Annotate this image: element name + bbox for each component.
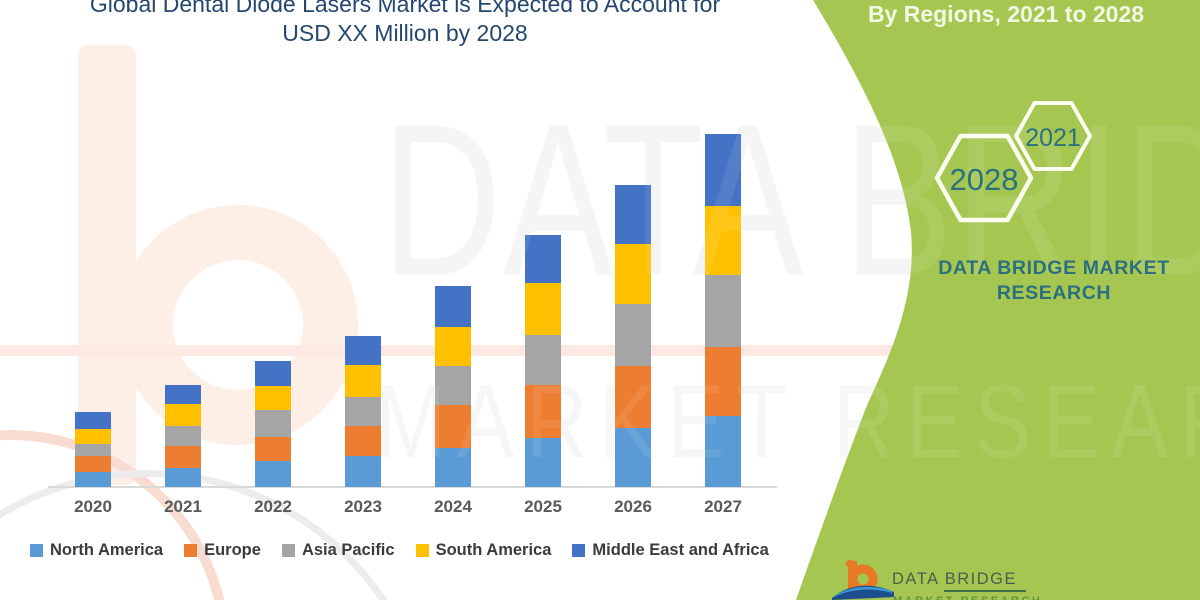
bar-segment-south-america	[165, 404, 201, 426]
legend-item-asia-pacific: Asia Pacific	[281, 541, 395, 560]
bar-2022	[255, 361, 291, 487]
panel-brand: DATA BRIDGE MARKET RESEARCH	[938, 256, 1170, 306]
chart-title-line2: USD XX Million by 2028	[282, 20, 528, 46]
bar-segment-south-america	[525, 283, 561, 335]
legend-swatch-icon	[184, 544, 198, 557]
bar-segment-north-america	[435, 448, 471, 487]
legend-label: Europe	[204, 541, 261, 559]
bar-2021	[165, 385, 201, 487]
watermark-ghost-line1: DATA BRIDGE	[382, 78, 1200, 321]
bar-2025	[525, 235, 561, 487]
bar-segment-north-america	[255, 461, 291, 487]
bar-segment-asia-pacific	[345, 397, 381, 426]
bar-segment-europe	[165, 446, 201, 468]
x-axis-label-2027: 2027	[704, 497, 742, 516]
legend-item-europe: Europe	[184, 541, 261, 560]
legend-item-north-america: North America	[30, 541, 163, 560]
bar-segment-asia-pacific	[255, 410, 291, 437]
panel-brand-line1: DATA BRIDGE MARKET	[938, 257, 1170, 279]
bar-segment-south-america	[615, 244, 651, 304]
x-axis-label-2025: 2025	[524, 497, 562, 516]
bar-segment-south-america	[435, 327, 471, 366]
x-axis-label-2022: 2022	[254, 497, 292, 516]
bar-segment-middle-east-and-africa	[345, 336, 381, 365]
legend-label: North America	[50, 541, 164, 559]
bar-segment-middle-east-and-africa	[705, 134, 741, 206]
hexagon-2021	[1014, 101, 1092, 171]
bar-segment-middle-east-and-africa	[255, 361, 291, 386]
x-axis-label-2024: 2024	[434, 497, 472, 516]
hexagon-2021-label: 2021	[1025, 124, 1081, 152]
footer-brand-underline	[944, 590, 1026, 592]
watermark-ghost-line2: MARKET RESEARCH	[375, 364, 1200, 480]
bar-segment-middle-east-and-africa	[165, 385, 201, 404]
bar-2026	[615, 185, 651, 487]
hexagon-2028	[934, 133, 1034, 223]
green-panel-shape	[796, 0, 1200, 600]
bar-segment-north-america	[615, 428, 651, 487]
bar-segment-europe	[435, 405, 471, 448]
legend-swatch-icon	[30, 544, 43, 557]
hexagon-2028-label: 2028	[950, 162, 1019, 197]
legend-label: Middle East and Africa	[592, 541, 769, 559]
bar-segment-middle-east-and-africa	[435, 286, 471, 327]
bar-segment-europe	[705, 347, 741, 416]
x-axis-label-2021: 2021	[164, 497, 202, 516]
chart-legend: North America Europe Asia Pacific South Ame…	[30, 541, 769, 560]
bar-segment-north-america	[75, 472, 111, 487]
bar-segment-europe	[75, 456, 111, 472]
legend-item-middle-east-and-africa: Middle East and Africa	[572, 541, 769, 560]
bar-segment-asia-pacific	[525, 335, 561, 385]
panel-heading: By Regions, 2021 to 2028	[867, 1, 1145, 27]
bar-segment-north-america	[345, 456, 381, 487]
legend-item-south-america: South America	[415, 541, 552, 560]
chart-title: Global Dental Diode Lasers Market is Exp…	[0, 0, 810, 48]
bar-segment-south-america	[255, 386, 291, 410]
bar-segment-south-america	[705, 206, 741, 275]
bar-segment-south-america	[75, 429, 111, 444]
watermark-logo-b-stem	[78, 45, 136, 485]
bar-segment-north-america	[705, 416, 741, 487]
legend-swatch-icon	[572, 544, 586, 557]
bar-segment-asia-pacific	[435, 366, 471, 405]
bar-segment-north-america	[165, 468, 201, 487]
bar-segment-europe	[255, 437, 291, 461]
x-axis-label-2023: 2023	[344, 497, 382, 516]
bar-segment-europe	[525, 385, 561, 438]
legend-label: Asia Pacific	[301, 541, 395, 559]
x-axis-label-2026: 2026	[614, 497, 652, 516]
chart-title-line1: Global Dental Diode Lasers Market is Exp…	[89, 0, 721, 17]
x-axis-label-2020: 2020	[74, 497, 112, 516]
bar-segment-middle-east-and-africa	[615, 185, 651, 244]
bar-segment-asia-pacific	[615, 304, 651, 366]
bar-segment-asia-pacific	[165, 426, 201, 446]
bar-segment-europe	[345, 426, 381, 456]
bar-2024	[435, 286, 471, 487]
bar-2027	[705, 134, 741, 487]
bar-segment-middle-east-and-africa	[525, 235, 561, 283]
bar-segment-north-america	[525, 438, 561, 487]
x-axis-line	[48, 486, 777, 488]
legend-swatch-icon	[415, 544, 429, 557]
logo-swoosh-light	[834, 586, 892, 597]
bar-segment-asia-pacific	[75, 444, 111, 456]
footer-logo-icon	[832, 560, 894, 600]
bar-segment-middle-east-and-africa	[75, 412, 111, 429]
bar-segment-south-america	[345, 365, 381, 397]
panel-brand-line2: RESEARCH	[996, 282, 1112, 304]
legend-swatch-icon	[281, 544, 295, 557]
footer-brand-name: DATA BRIDGE	[892, 570, 1017, 588]
footer-brand-subname: MARKET RESEARCH	[893, 595, 1042, 600]
legend-label: South America	[435, 541, 552, 559]
bar-segment-asia-pacific	[705, 275, 741, 347]
bar-segment-europe	[615, 366, 651, 428]
bar-2020	[75, 412, 111, 487]
bar-2023	[345, 336, 381, 487]
